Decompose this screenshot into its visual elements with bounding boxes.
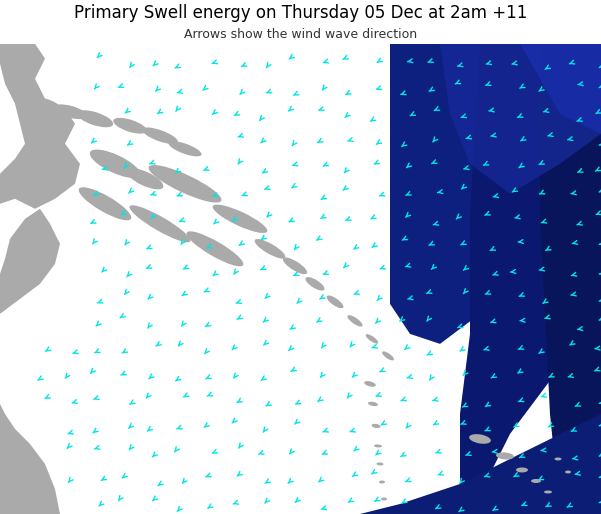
Polygon shape [390, 44, 601, 344]
Ellipse shape [255, 239, 285, 259]
Polygon shape [360, 414, 601, 514]
Ellipse shape [531, 479, 541, 483]
Ellipse shape [544, 490, 552, 493]
Polygon shape [0, 44, 80, 209]
Polygon shape [520, 44, 601, 134]
Ellipse shape [381, 498, 387, 501]
Ellipse shape [127, 168, 163, 189]
Ellipse shape [376, 463, 383, 466]
Polygon shape [540, 44, 601, 514]
Ellipse shape [382, 352, 394, 360]
Ellipse shape [168, 141, 201, 156]
Ellipse shape [496, 452, 514, 460]
Ellipse shape [555, 457, 561, 461]
Polygon shape [0, 404, 60, 514]
Ellipse shape [364, 381, 376, 387]
Ellipse shape [469, 434, 491, 444]
Ellipse shape [79, 187, 131, 221]
Ellipse shape [368, 402, 378, 406]
Polygon shape [440, 44, 601, 194]
Ellipse shape [129, 205, 191, 242]
Ellipse shape [305, 277, 325, 290]
Polygon shape [460, 44, 601, 514]
Ellipse shape [374, 445, 382, 448]
Text: Arrows show the wind wave direction: Arrows show the wind wave direction [184, 28, 417, 41]
Ellipse shape [516, 467, 528, 472]
Ellipse shape [142, 127, 178, 144]
Ellipse shape [213, 205, 267, 233]
Text: Primary Swell energy on Thursday 05 Dec at 2am +11: Primary Swell energy on Thursday 05 Dec … [74, 4, 527, 22]
Ellipse shape [53, 104, 87, 119]
Ellipse shape [77, 110, 113, 127]
Ellipse shape [148, 165, 221, 203]
Ellipse shape [31, 98, 59, 110]
Ellipse shape [90, 150, 140, 178]
Ellipse shape [113, 118, 147, 134]
Ellipse shape [347, 315, 362, 326]
Ellipse shape [371, 424, 380, 428]
Ellipse shape [186, 231, 243, 266]
Ellipse shape [379, 481, 385, 484]
Ellipse shape [326, 296, 343, 308]
Ellipse shape [283, 258, 307, 274]
Ellipse shape [365, 334, 378, 344]
Polygon shape [0, 209, 60, 314]
Ellipse shape [565, 470, 571, 473]
